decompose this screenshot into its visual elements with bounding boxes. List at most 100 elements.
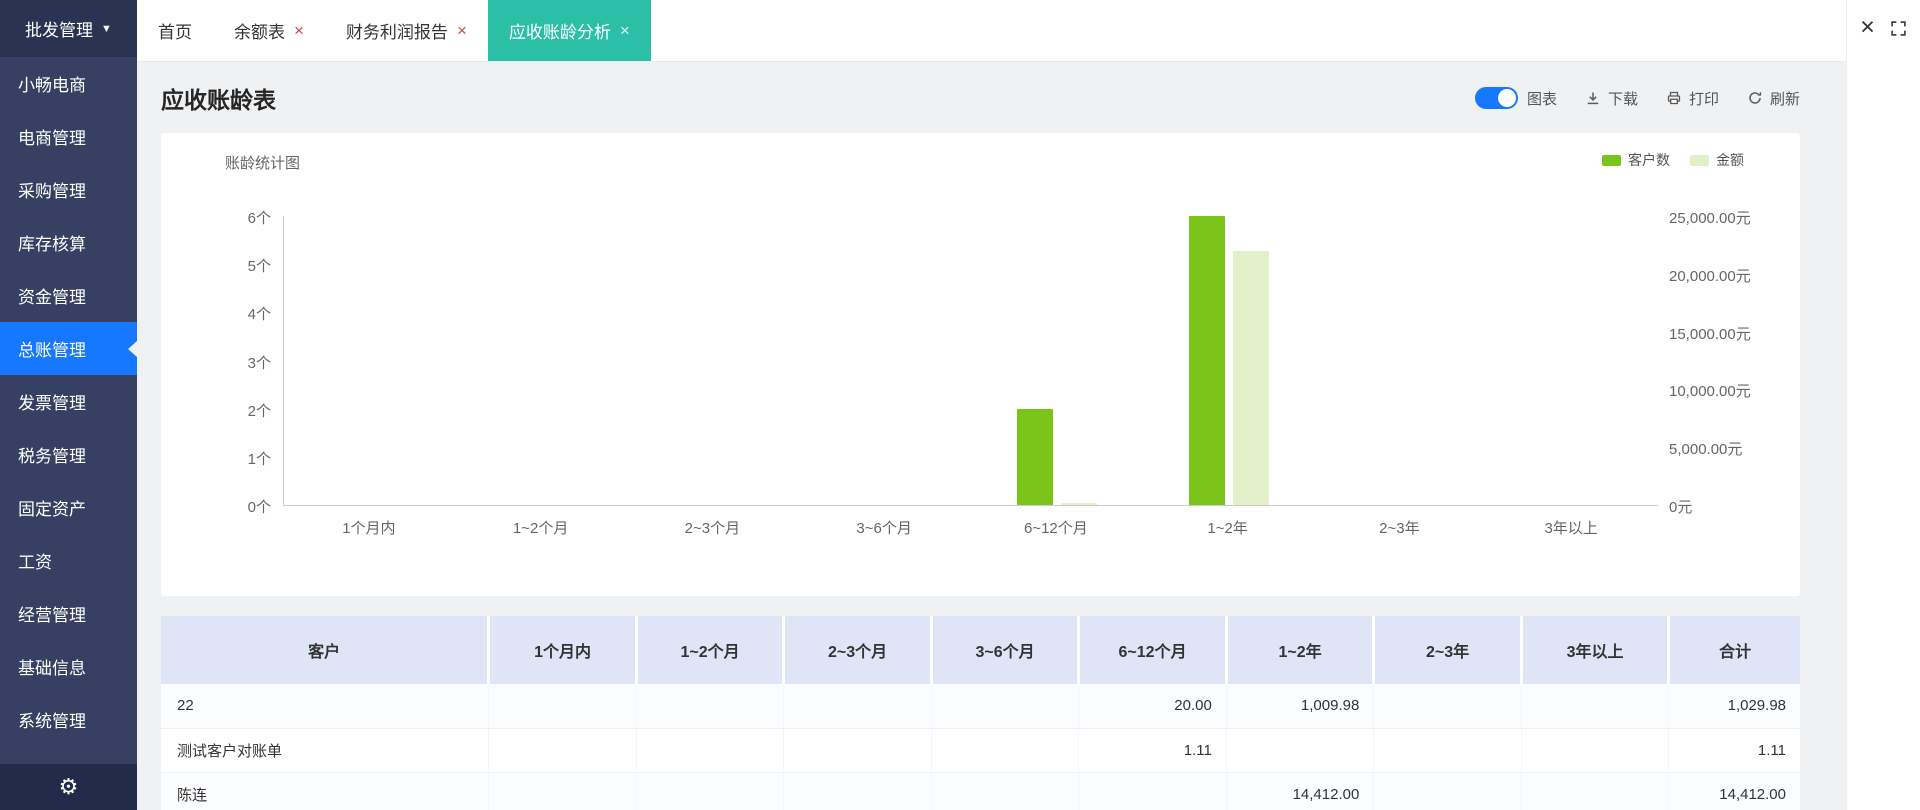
legend-label: 金额 (1716, 152, 1744, 168)
column-header-7[interactable]: 1~2年 (1226, 616, 1376, 684)
table-row-1[interactable]: 22 20.00 1,009.98 1,029.98 (161, 684, 1800, 729)
column-header-3[interactable]: 1~2个月 (636, 616, 786, 684)
amount-cell (1373, 772, 1522, 810)
column-header-10[interactable]: 合计 (1668, 616, 1800, 684)
x-axis-label: 3年以上 (1544, 520, 1598, 537)
sidebar-item-1[interactable]: 小畅电商 (0, 57, 137, 110)
amount-cell: 1.11 (1078, 728, 1227, 773)
amount-cell (1373, 684, 1522, 729)
x-axis-label: 2~3年 (1379, 520, 1420, 537)
chart-legend: 客户数 金额 (1602, 150, 1744, 170)
toggle-knob (1497, 89, 1516, 107)
amount-cell: 1,029.98 (1668, 684, 1800, 729)
print-label: 打印 (1688, 90, 1719, 108)
x-axis-label: 2~3个月 (684, 520, 741, 537)
sidebar-item-label: 固定资产 (18, 500, 86, 519)
sidebar-item-7[interactable]: 发票管理 (0, 375, 137, 428)
amount-cell (931, 728, 1080, 773)
legend-item-2[interactable]: 金额 (1690, 150, 1744, 170)
legend-label: 客户数 (1628, 152, 1670, 168)
sidebar-item-label: 小畅电商 (18, 76, 86, 95)
amount-cell (931, 684, 1080, 729)
chart-toggle-label: 图表 (1526, 90, 1557, 108)
amount-cell (1521, 728, 1670, 773)
sidebar-item-2[interactable]: 电商管理 (0, 110, 137, 163)
amount-cell (1521, 684, 1670, 729)
sidebar-item-6[interactable]: 总账管理 (0, 322, 137, 375)
right-axis-tick: 5,000.00元 (1669, 441, 1743, 459)
sidebar-item-label: 总账管理 (18, 341, 86, 360)
sidebar-item-4[interactable]: 库存核算 (0, 216, 137, 269)
x-axis-label: 1~2个月 (512, 520, 569, 537)
tab-2[interactable]: 余额表 × (213, 0, 325, 61)
tab-close-icon[interactable]: × (619, 21, 630, 40)
content: 应收账龄表 图表 (137, 61, 1846, 810)
column-header-1[interactable]: 客户 (161, 616, 491, 684)
amount-cell (1373, 728, 1522, 773)
legend-swatch (1602, 154, 1621, 166)
amount-cell (1226, 728, 1375, 773)
page-header: 应收账龄表 图表 (161, 75, 1800, 121)
tab-4[interactable]: 应收账龄分析 × (487, 0, 651, 61)
sidebar-item-13[interactable]: 系统管理 (0, 693, 137, 746)
right-rail: × (1846, 0, 1920, 810)
sidebar-item-label: 系统管理 (18, 712, 86, 731)
right-axis-tick: 15,000.00元 (1669, 325, 1751, 343)
table-row-2[interactable]: 测试客户对账单 1.11 1.11 (161, 728, 1800, 773)
sidebar-header[interactable]: 批发管理 ▼ (0, 0, 137, 57)
print-button[interactable]: 打印 (1666, 88, 1719, 109)
column-header-5[interactable]: 3~6个月 (931, 616, 1081, 684)
active-item-arrow (128, 340, 137, 357)
amount-cell: 14,412.00 (1668, 772, 1800, 810)
chart-body: 0个 1个 2个 3个 4个 5个 6个 0元 5,000.00元 10,000.00元 15,00… (161, 133, 1800, 596)
table-row-3[interactable]: 陈连 14,412.00 14,412.00 (161, 772, 1800, 810)
column-header-9[interactable]: 3年以上 (1521, 616, 1671, 684)
sidebar-item-label: 发票管理 (18, 394, 86, 413)
tab-3[interactable]: 财务利润报告 × (325, 0, 488, 61)
close-icon[interactable]: × (1860, 13, 1875, 41)
legend-item-1[interactable]: 客户数 (1602, 150, 1670, 170)
sidebar-item-3[interactable]: 采购管理 (0, 163, 137, 216)
gear-icon[interactable]: ⚙ (58, 774, 79, 799)
download-button[interactable]: 下载 (1585, 88, 1638, 109)
fullscreen-icon[interactable] (1890, 20, 1907, 810)
tab-bar: 首页 余额表 × 财务利润报告 × 应收账龄分析 × (137, 0, 1846, 61)
amount-cell (636, 728, 785, 773)
sidebar: 批发管理 ▼ 小畅电商电商管理 采购管理库存核算资金管理总账管理发票管理税务管理固… (0, 0, 137, 810)
column-header-2[interactable]: 1个月内 (488, 616, 638, 684)
caret-down-icon: ▼ (101, 22, 112, 35)
sidebar-footer: ⚙ (0, 764, 137, 810)
sidebar-item-10[interactable]: 工资 (0, 534, 137, 587)
amount-cell (636, 772, 785, 810)
download-icon (1587, 92, 1599, 105)
column-header-6[interactable]: 6~12个月 (1078, 616, 1228, 684)
left-axis-tick: 0个 (247, 499, 271, 516)
chart-plot (283, 216, 1658, 506)
tab-1[interactable]: 首页 (137, 0, 213, 61)
sidebar-item-8[interactable]: 税务管理 (0, 428, 137, 481)
chart-title: 账龄统计图 (225, 155, 301, 172)
sidebar-item-11[interactable]: 经营管理 (0, 587, 137, 640)
customer-cell: 22 (161, 684, 490, 729)
chart-view-toggle[interactable] (1474, 87, 1518, 109)
amount-cell (488, 772, 637, 810)
tab-label: 首页 (158, 23, 192, 42)
amount-cell (488, 684, 637, 729)
sidebar-item-12[interactable]: 基础信息 (0, 640, 137, 693)
tab-close-icon[interactable]: × (294, 21, 304, 40)
amount-cell: 1.11 (1668, 728, 1800, 773)
main-column: 首页 余额表 × 财务利润报告 × 应收账龄分析 × 应收账龄表 图表 (137, 0, 1846, 810)
sidebar-item-label: 库存核算 (18, 235, 86, 254)
column-header-4[interactable]: 2~3个月 (783, 616, 933, 684)
amount-cell (636, 684, 785, 729)
sidebar-item-9[interactable]: 固定资产 (0, 481, 137, 534)
refresh-icon (1749, 92, 1762, 104)
tab-close-icon[interactable]: × (456, 21, 467, 40)
bar-series1-cat5 (1016, 408, 1053, 505)
sidebar-item-5[interactable]: 资金管理 (0, 269, 137, 322)
column-header-8[interactable]: 2~3年 (1373, 616, 1523, 684)
amount-cell: 1,009.98 (1226, 684, 1375, 729)
sidebar-item-label: 资金管理 (18, 288, 86, 307)
refresh-button[interactable]: 刷新 (1747, 88, 1800, 109)
amount-cell (1078, 772, 1227, 810)
